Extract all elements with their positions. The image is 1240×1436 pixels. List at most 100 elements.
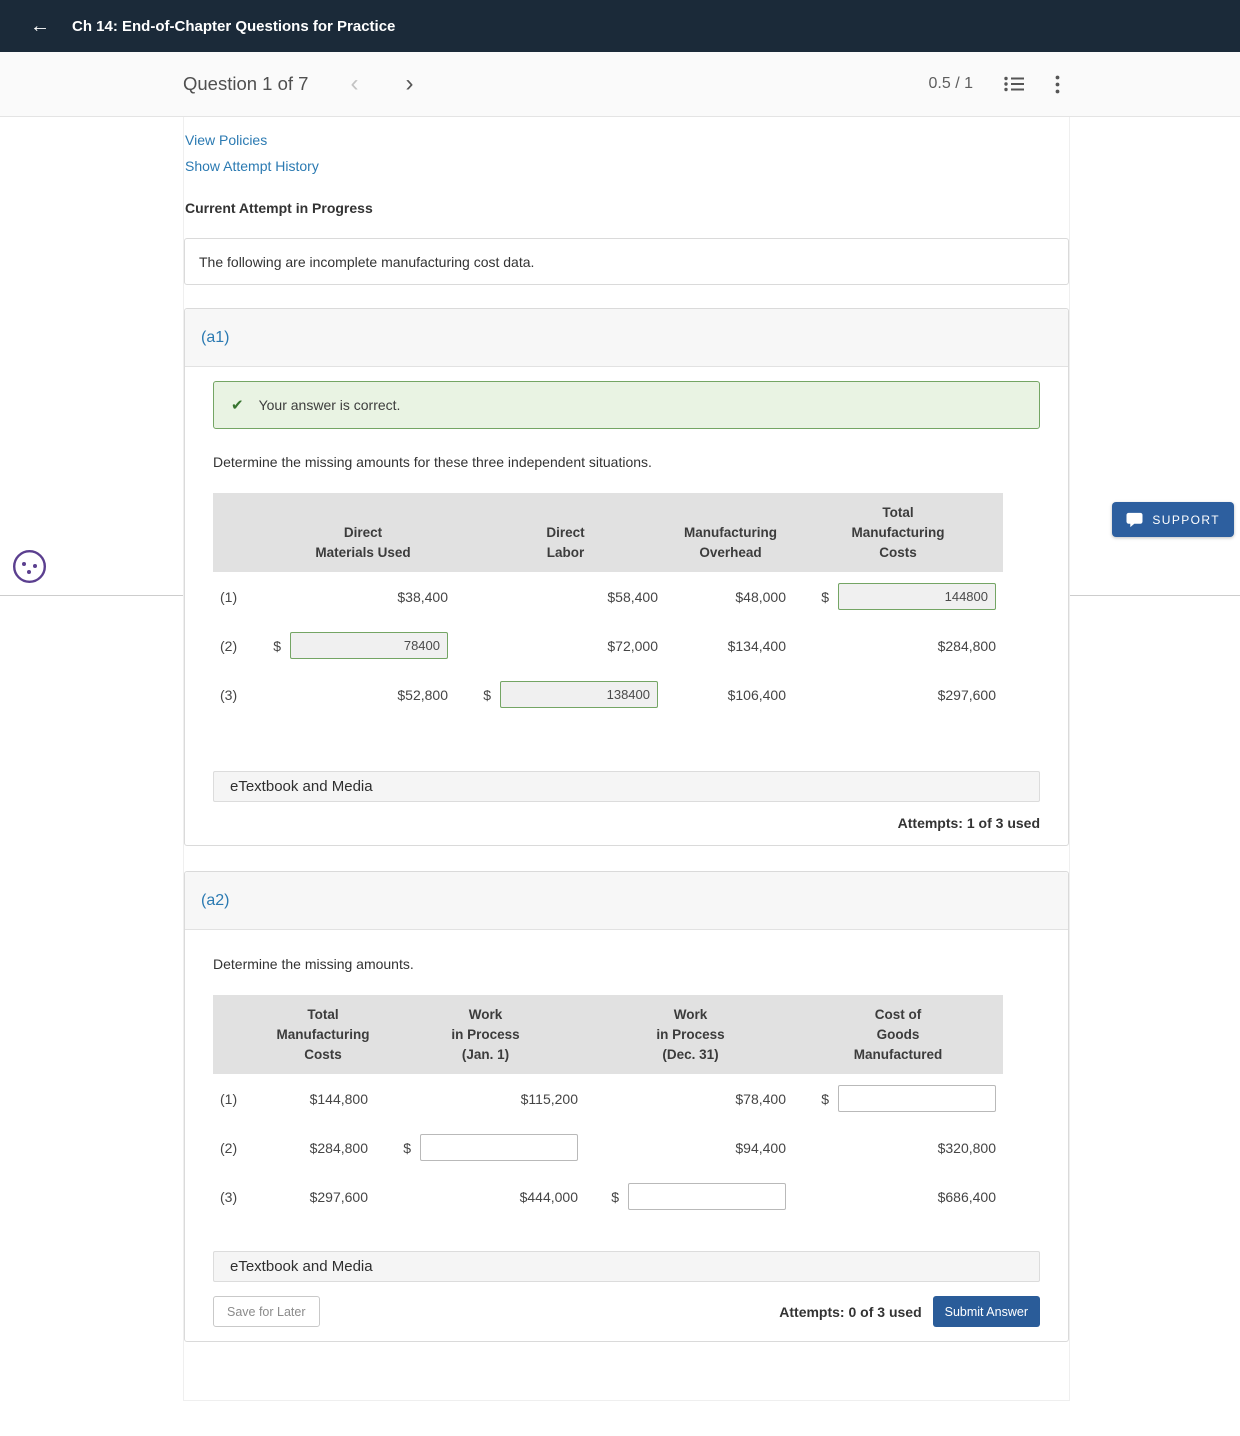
etextbook-media-bar[interactable]: eTextbook and Media: [213, 1251, 1040, 1282]
question-header-right: 0.5 / 1: [929, 75, 1060, 94]
value-cell: $297,600: [309, 1188, 368, 1205]
table-row: (1) $144,800 $115,200 $78,400 $: [213, 1074, 1003, 1123]
a1-table-header: Direct Materials Used Direct Labor Manuf…: [213, 493, 1003, 572]
dollar-prefix: $: [483, 686, 491, 703]
section-a2-body: Determine the missing amounts. Total Man…: [185, 930, 1068, 1341]
section-a1: (a1) ✔ Your answer is correct. Determine…: [184, 308, 1069, 846]
answer-input[interactable]: [628, 1183, 786, 1210]
answer-cell: $: [588, 1183, 793, 1210]
section-a2: (a2) Determine the missing amounts. Tota…: [184, 871, 1069, 1342]
value-cell: $115,200: [520, 1090, 578, 1107]
value-cell: $284,800: [309, 1139, 368, 1156]
column-header: Total Manufacturing Costs: [851, 505, 945, 560]
problem-statement-box: The following are incomplete manufacturi…: [184, 238, 1069, 285]
answer-input[interactable]: [420, 1134, 578, 1161]
problem-statement: The following are incomplete manufacturi…: [199, 253, 535, 270]
value-cell: $52,800: [397, 686, 448, 703]
question-counter: Question 1 of 7: [183, 73, 309, 94]
back-arrow-icon[interactable]: ←: [30, 15, 50, 37]
row-label: (3): [220, 1188, 238, 1205]
current-attempt-label: Current Attempt in Progress: [185, 200, 373, 216]
answer-cell: $: [463, 681, 668, 708]
value-cell: $320,800: [937, 1139, 996, 1156]
answer-cell: $: [263, 632, 463, 659]
table-row: (2) $284,800 $ $94,400 $320,800: [213, 1123, 1003, 1172]
column-header: Work in Process (Dec. 31): [656, 1007, 725, 1062]
kebab-menu-icon[interactable]: [1055, 75, 1060, 94]
question-nav: ‹ ›: [350, 72, 413, 96]
answer-input[interactable]: [290, 632, 448, 659]
a2-table-header: Total Manufacturing Costs Work in Proces…: [213, 995, 1003, 1074]
section-a1-label: (a1): [201, 328, 230, 346]
value-cell: $58,400: [607, 588, 658, 605]
section-a2-header: (a2): [185, 872, 1068, 930]
answer-input[interactable]: [838, 1085, 996, 1112]
view-policies-link[interactable]: View Policies: [185, 132, 268, 148]
attempt-links: View Policies Show Attempt History Curre…: [184, 117, 1069, 216]
question-content: View Policies Show Attempt History Curre…: [183, 117, 1070, 1401]
a1-instruction: Determine the missing amounts for these …: [213, 454, 652, 470]
row-label: (1): [220, 588, 238, 605]
answer-cell: $: [793, 1085, 1003, 1112]
app-topbar: ← Ch 14: End-of-Chapter Questions for Pr…: [0, 0, 1240, 52]
submit-answer-button[interactable]: Submit Answer: [932, 1296, 1040, 1327]
support-button[interactable]: SUPPORT: [1112, 502, 1234, 537]
answer-cell: $: [793, 583, 1003, 610]
question-list-icon[interactable]: [1003, 75, 1025, 93]
etextbook-media-bar[interactable]: eTextbook and Media: [213, 771, 1040, 802]
etextbook-media-label: eTextbook and Media: [230, 778, 373, 795]
mascot-icon[interactable]: [12, 549, 47, 584]
table-row: (2) $ $72,000 $134,400 $284,800: [213, 621, 1003, 670]
value-cell: $48,000: [735, 588, 786, 605]
column-header: Work in Process (Jan. 1): [451, 1007, 520, 1062]
success-alert-text: Your answer is correct.: [258, 397, 401, 413]
support-label: SUPPORT: [1152, 512, 1220, 527]
section-a1-body: ✔ Your answer is correct. Determine the …: [185, 367, 1068, 845]
row-label: (2): [220, 637, 238, 654]
value-cell: $38,400: [397, 588, 448, 605]
chevron-right-icon[interactable]: ›: [405, 70, 414, 97]
row-label: (3): [220, 686, 238, 703]
dollar-prefix: $: [273, 637, 281, 654]
answer-input[interactable]: [500, 681, 658, 708]
dollar-prefix: $: [821, 1090, 829, 1107]
row-label: (1): [220, 1090, 238, 1107]
success-alert: ✔ Your answer is correct.: [213, 381, 1040, 429]
dollar-prefix: $: [403, 1139, 411, 1156]
column-header: Direct Labor: [546, 525, 585, 560]
column-header: Cost of Goods Manufactured: [853, 1007, 943, 1062]
value-cell: $686,400: [937, 1188, 996, 1205]
chat-bubble-icon: [1126, 512, 1143, 528]
table-row: (3) $297,600 $444,000 $ $686,400: [213, 1172, 1003, 1221]
a2-instruction: Determine the missing amounts.: [213, 956, 414, 972]
value-cell: $144,800: [309, 1090, 368, 1107]
section-a1-header: (a1): [185, 309, 1068, 367]
value-cell: $297,600: [937, 686, 996, 703]
value-cell: $72,000: [607, 637, 658, 654]
checkmark-icon: ✔: [231, 396, 244, 414]
save-for-later-button[interactable]: Save for Later: [213, 1296, 320, 1327]
value-cell: $94,400: [735, 1139, 786, 1156]
column-header: Direct Materials Used: [315, 525, 411, 560]
etextbook-media-label: eTextbook and Media: [230, 1258, 373, 1275]
chevron-left-icon[interactable]: ‹: [350, 70, 359, 97]
question-header: Question 1 of 7 ‹ › 0.5 / 1: [0, 52, 1240, 117]
value-cell: $134,400: [727, 637, 786, 654]
section-a2-footer: Save for Later Attempts: 0 of 3 used Sub…: [213, 1296, 1040, 1327]
attempts-counter: Attempts: 0 of 3 used: [779, 1303, 922, 1320]
attempts-counter: Attempts: 1 of 3 used: [897, 815, 1040, 831]
a1-table: Direct Materials Used Direct Labor Manuf…: [213, 493, 1003, 719]
section-a2-label: (a2): [201, 891, 230, 909]
dollar-prefix: $: [611, 1188, 619, 1205]
show-attempt-history-link[interactable]: Show Attempt History: [185, 158, 319, 174]
score-display: 0.5 / 1: [928, 75, 973, 92]
a2-table: Total Manufacturing Costs Work in Proces…: [213, 995, 1003, 1221]
column-header: Total Manufacturing Costs: [276, 1007, 370, 1062]
value-cell: $78,400: [735, 1090, 786, 1107]
assignment-title: Ch 14: End-of-Chapter Questions for Prac…: [72, 17, 396, 35]
row-label: (2): [220, 1139, 238, 1156]
value-cell: $444,000: [519, 1188, 578, 1205]
answer-input[interactable]: [838, 583, 996, 610]
value-cell: $284,800: [937, 637, 996, 654]
table-row: (3) $52,800 $ $106,400 $297,600: [213, 670, 1003, 719]
